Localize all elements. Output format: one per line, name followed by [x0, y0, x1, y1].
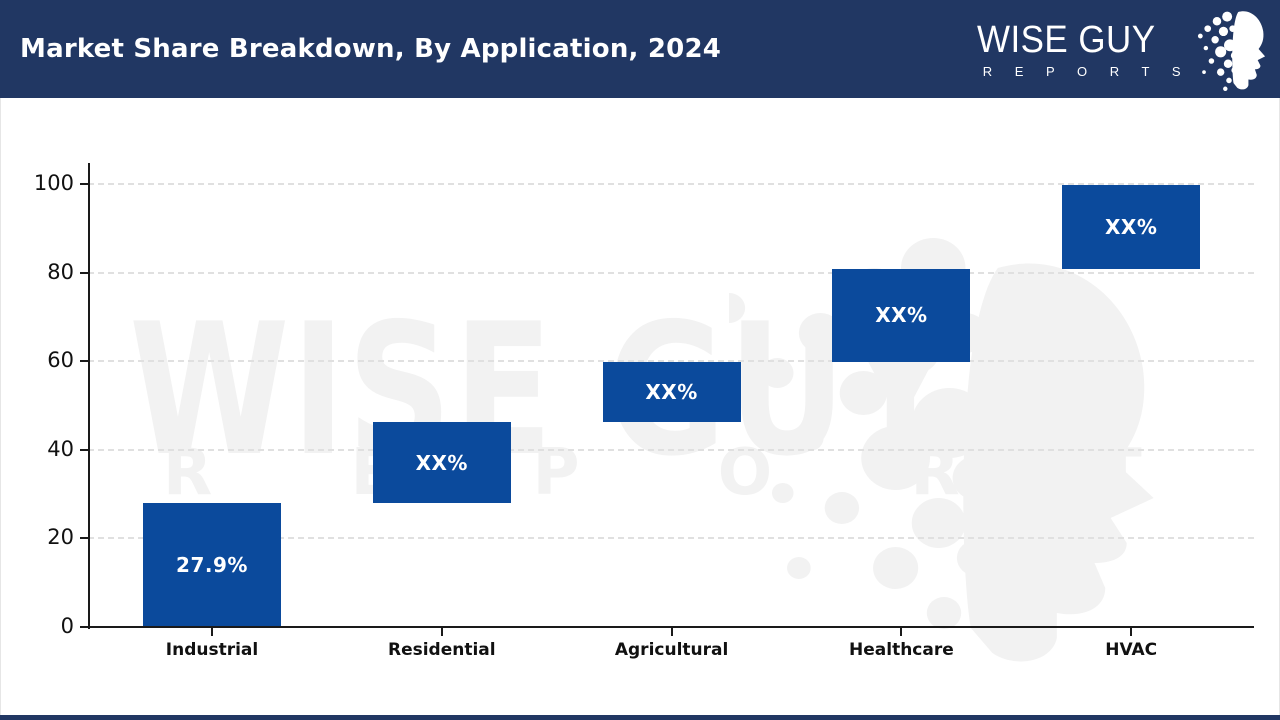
gridline-60	[88, 360, 1254, 363]
y-tick-20	[80, 537, 88, 540]
logo-name: WISE GUY	[976, 19, 1156, 61]
x-tick-4	[1130, 628, 1133, 636]
chart-area: WISE GUY R E P O R T S 0 20 40 60 80 100 27.9%…	[0, 98, 1280, 715]
y-tick-label-20: 20	[47, 525, 74, 550]
chart-title: Market Share Breakdown, By Application, …	[20, 34, 722, 64]
bar-healthcare: XX%	[832, 268, 971, 363]
footer-bar	[0, 715, 1280, 720]
gridline-80	[88, 271, 1254, 274]
y-tick-label-0: 0	[60, 614, 74, 638]
x-tick-label-residential: Residential	[387, 640, 496, 660]
y-tick-label-80: 80	[47, 259, 74, 284]
y-tick-100	[80, 183, 88, 185]
logo-wordmark: WISE GUY R E P O R T S	[977, 19, 1190, 79]
gridline-100	[88, 183, 1254, 185]
bar-hvac: XX%	[1062, 184, 1201, 269]
bar-value-label: XX%	[645, 380, 698, 405]
header: Market Share Breakdown, By Application, …	[0, 0, 1280, 98]
bar-value-label: 27.9%	[176, 553, 248, 578]
bar-value-label: XX%	[1104, 214, 1158, 239]
x-tick-label-hvac: HVAC	[1105, 640, 1158, 660]
y-tick-label-100: 100	[33, 171, 74, 195]
y-tick-0	[80, 626, 88, 628]
y-tick-80	[80, 271, 88, 274]
gridline-40	[88, 448, 1254, 451]
y-axis-line	[88, 163, 90, 629]
x-tick-1	[440, 628, 443, 636]
y-tick-60	[80, 360, 88, 363]
x-tick-3	[900, 628, 903, 636]
x-tick-0	[211, 628, 213, 636]
y-tick-label-60: 60	[47, 348, 74, 373]
logo-head-icon	[1197, 11, 1266, 91]
x-tick-label-industrial: Industrial	[165, 640, 259, 660]
wiseguy-logo: WISE GUY R E P O R T S	[977, 3, 1266, 95]
bar-residential: XX%	[372, 422, 511, 504]
bar-agricultural: XX%	[602, 362, 741, 423]
x-tick-2	[670, 628, 673, 636]
bar-value-label: XX%	[415, 450, 468, 475]
logo-subtext: R E P O R T S	[982, 64, 1190, 79]
bar-industrial: 27.9%	[143, 503, 281, 627]
x-axis-line	[88, 626, 1254, 628]
y-tick-label-40: 40	[47, 436, 74, 461]
gridline-20	[88, 537, 1254, 540]
x-tick-label-healthcare: Healthcare	[849, 640, 954, 660]
y-tick-40	[80, 448, 88, 451]
bar-value-label: XX%	[875, 303, 928, 328]
bar-chart: 0 20 40 60 80 100 27.9% Industrial XX% Residentia…	[1, 98, 1279, 715]
x-tick-label-agricultural: Agricultural	[614, 640, 729, 660]
